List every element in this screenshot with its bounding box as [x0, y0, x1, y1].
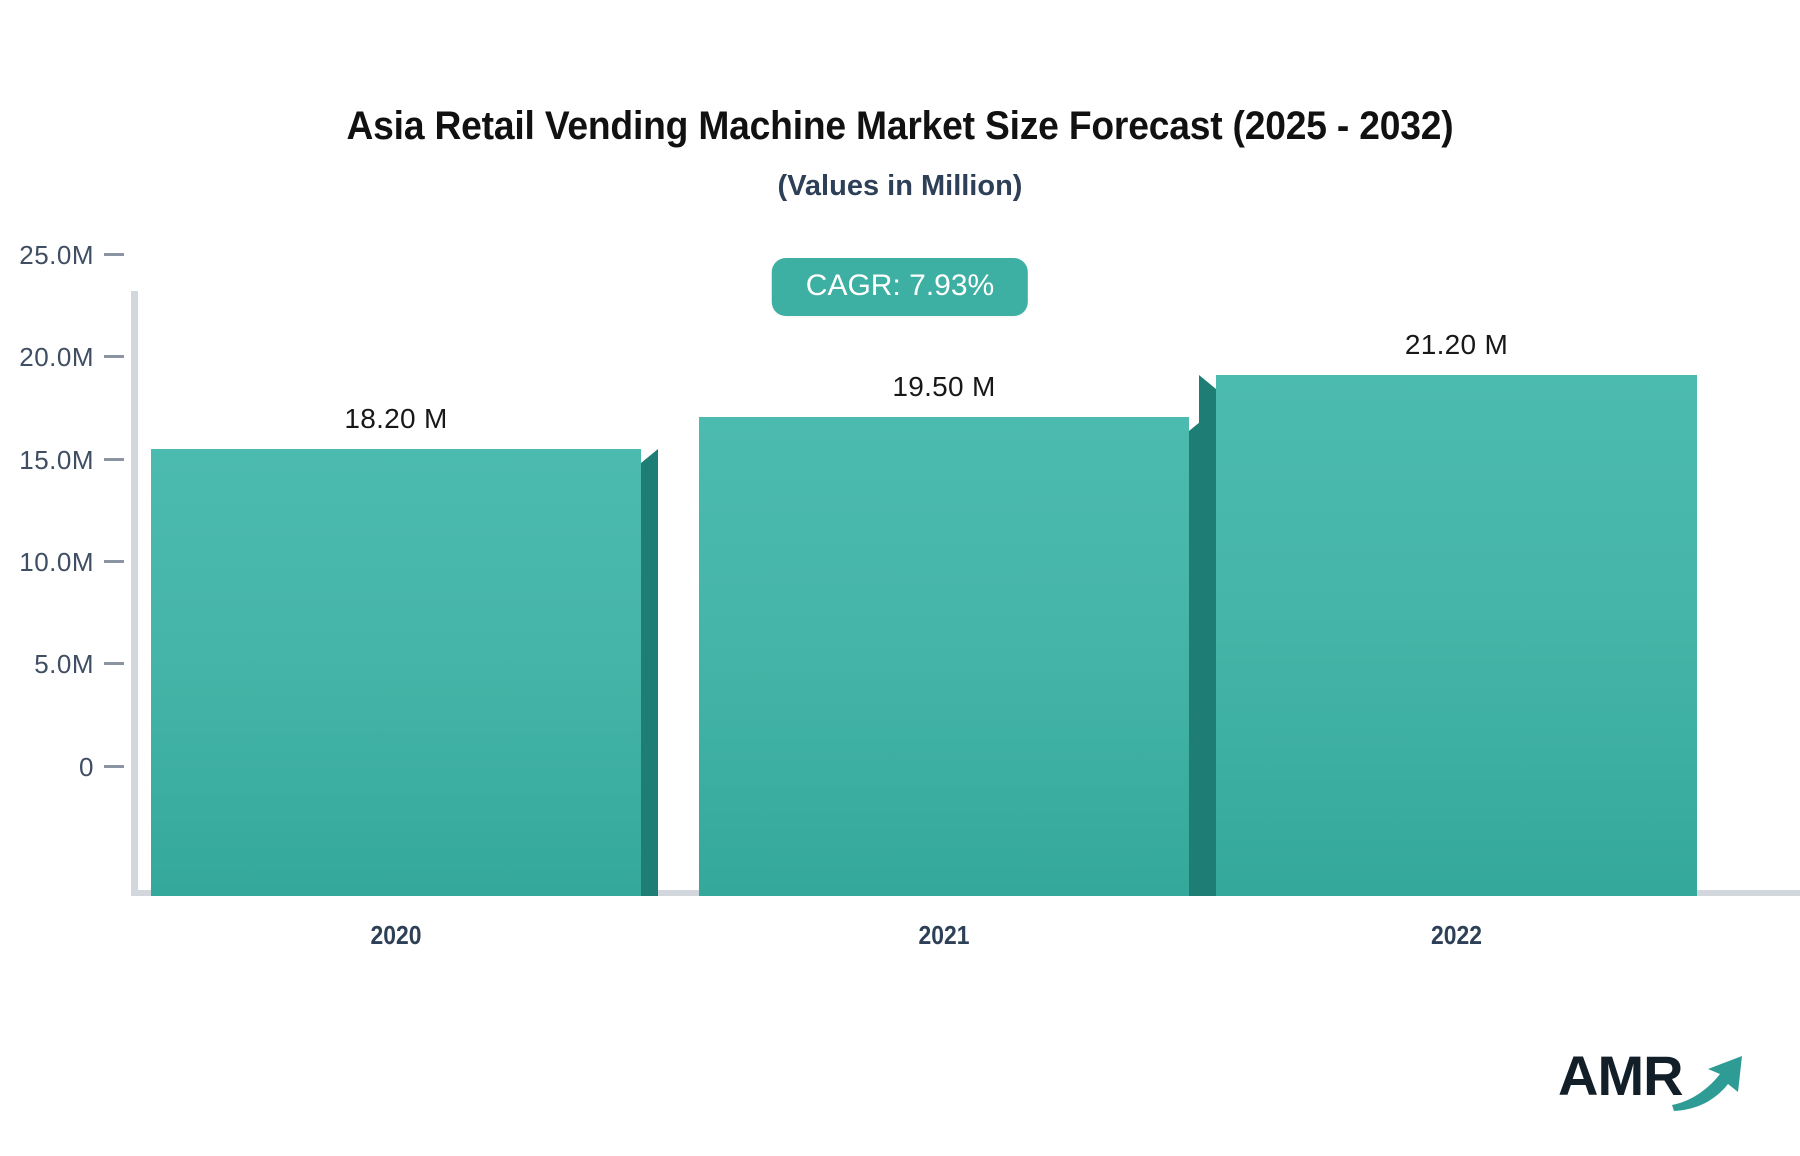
- y-axis-label: 0: [79, 752, 94, 782]
- y-axis-tick: [104, 662, 124, 665]
- y-axis-tick: [104, 355, 124, 358]
- x-axis-label-2020: 2020: [370, 920, 422, 950]
- y-axis-tick: [104, 458, 124, 461]
- y-axis-tick: [104, 253, 124, 256]
- bar-value-label: 18.20 M: [344, 403, 448, 434]
- amr-logo: AMR: [1558, 1040, 1748, 1120]
- bar-2020[interactable]: 18.20 M: [151, 403, 658, 896]
- y-axis-label: 20.0M: [19, 342, 94, 372]
- y-axis-label: 25.0M: [19, 240, 94, 270]
- chart-subtitle: (Values in Million): [777, 170, 1023, 202]
- y-axis-line: [131, 291, 138, 896]
- bar-value-label: 19.50 M: [892, 371, 996, 402]
- bar-value-label: 21.20 M: [1404, 329, 1509, 360]
- y-axis-label: 15.0M: [19, 445, 94, 475]
- y-axis-tick: [104, 765, 124, 768]
- bar-side-face: [641, 449, 658, 896]
- y-axis-label: 10.0M: [19, 547, 94, 577]
- x-axis-label-2022: 2022: [1431, 920, 1482, 950]
- page-title: Asia Retail Vending Machine Market Size …: [346, 104, 1454, 148]
- bar-2022[interactable]: 21.20 M: [1199, 329, 1697, 896]
- cagr-badge: CAGR: 7.93%: [771, 258, 1029, 316]
- bar-side-face: [1199, 375, 1216, 896]
- y-axis-label: 5.0M: [34, 649, 94, 679]
- growth-arrow-icon: [1672, 1056, 1742, 1111]
- amr-logo-text: AMR: [1558, 1044, 1684, 1107]
- bar-2021[interactable]: 19.50 M: [699, 371, 1206, 896]
- bar-front-face: [699, 417, 1189, 896]
- bar-front-face: [1216, 375, 1697, 896]
- x-axis-label-2021: 2021: [918, 920, 970, 950]
- y-axis-tick: [104, 560, 124, 563]
- plot-area: 18.20 M 19.50 M 21.20 M: [131, 290, 1800, 896]
- bar-front-face: [151, 449, 641, 896]
